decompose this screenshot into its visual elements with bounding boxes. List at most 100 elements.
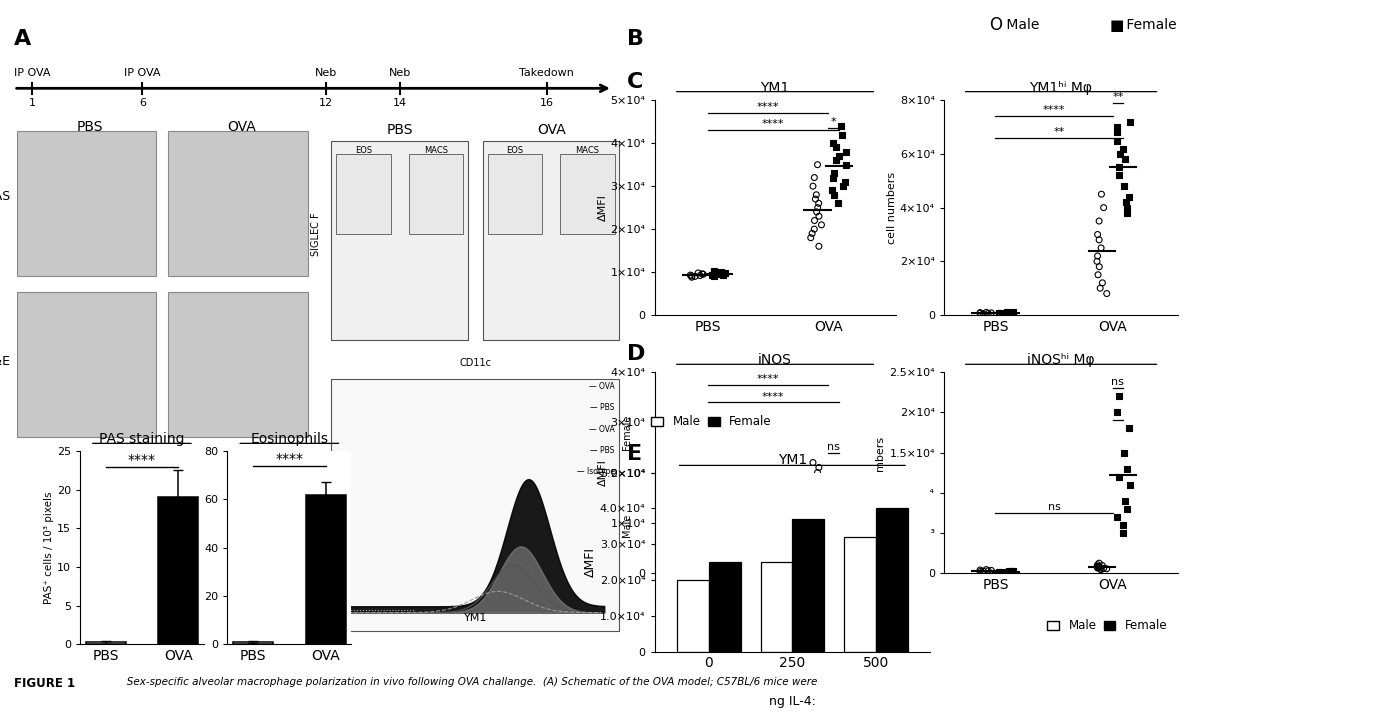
Point — [969, 564, 991, 576]
Point — [1119, 191, 1141, 203]
Text: ns: ns — [1112, 377, 1124, 387]
Point — [1112, 142, 1134, 154]
Point — [821, 504, 843, 516]
Point — [1087, 269, 1109, 281]
Point — [828, 490, 850, 501]
Point — [1108, 162, 1130, 173]
FancyBboxPatch shape — [488, 155, 542, 233]
Text: ****: **** — [128, 453, 156, 467]
Point — [1089, 282, 1111, 294]
Bar — [233, 642, 273, 644]
Point — [1096, 563, 1118, 574]
Point — [1096, 288, 1118, 299]
Point — [1108, 471, 1130, 483]
Text: *: * — [831, 117, 836, 127]
Point — [802, 180, 824, 192]
FancyBboxPatch shape — [331, 141, 467, 340]
Point — [969, 566, 991, 577]
Point — [689, 523, 711, 534]
Text: 16: 16 — [540, 98, 554, 108]
Point — [1119, 116, 1141, 127]
Title: YM1ʰⁱ Mφ: YM1ʰⁱ Mφ — [1029, 81, 1093, 95]
Point — [988, 307, 1010, 319]
Point — [1091, 560, 1113, 571]
Point — [976, 564, 998, 576]
Point — [712, 269, 734, 281]
Point — [831, 129, 853, 140]
Text: MACS: MACS — [576, 146, 599, 155]
Point — [1116, 463, 1138, 474]
Title: iNOSʰⁱ Mφ: iNOSʰⁱ Mφ — [1027, 353, 1096, 367]
Point — [1089, 562, 1111, 574]
Point — [801, 228, 823, 239]
Point — [1089, 234, 1111, 246]
Title: YM1: YM1 — [777, 453, 808, 468]
Point — [834, 484, 856, 495]
Point — [1000, 307, 1022, 319]
Point — [1108, 391, 1130, 402]
Text: PBS: PBS — [76, 120, 103, 133]
Point — [1107, 511, 1129, 523]
Point — [1002, 306, 1024, 318]
Point — [681, 518, 703, 529]
Point — [835, 502, 857, 513]
Point — [1087, 228, 1109, 240]
Point — [802, 474, 824, 485]
Text: — PBS: — PBS — [591, 445, 615, 455]
Text: PAS: PAS — [0, 190, 11, 203]
Point — [831, 512, 853, 523]
Text: — OVA: — OVA — [590, 382, 615, 391]
Point — [708, 268, 730, 280]
Point — [1090, 188, 1112, 200]
Point — [805, 193, 827, 205]
Bar — [792, 519, 824, 652]
Y-axis label: PAS⁺ cells / 10³ pixels: PAS⁺ cells / 10³ pixels — [44, 491, 54, 604]
Point — [703, 270, 725, 281]
Text: Female: Female — [623, 415, 633, 450]
Point — [1089, 558, 1111, 569]
Point — [996, 566, 1018, 577]
Point — [827, 198, 849, 209]
Point — [1086, 256, 1108, 267]
Point — [689, 270, 711, 281]
Legend: Male, Female: Male, Female — [646, 410, 776, 433]
Point — [825, 497, 847, 508]
Y-axis label: ΔMFI: ΔMFI — [584, 547, 597, 577]
Point — [806, 467, 828, 478]
Bar — [876, 508, 908, 652]
Point — [1090, 242, 1112, 253]
Bar — [761, 562, 792, 652]
Y-axis label: % of BAL: % of BAL — [189, 521, 201, 574]
Point — [834, 176, 856, 188]
Point — [679, 526, 701, 538]
Point — [683, 271, 706, 282]
Text: CD11c: CD11c — [459, 358, 492, 368]
Y-axis label: ΔMFI: ΔMFI — [598, 459, 608, 486]
Point — [828, 150, 850, 162]
Point — [1000, 566, 1022, 577]
Text: IP OVA: IP OVA — [124, 68, 161, 78]
Text: Sex-specific alveolar macrophage polarization in vivo following OVA challange.  : Sex-specific alveolar macrophage polariz… — [117, 677, 817, 687]
Point — [808, 484, 830, 495]
Point — [1112, 519, 1134, 531]
Point — [824, 142, 846, 153]
Point — [803, 487, 825, 498]
Point — [689, 519, 711, 531]
Point — [692, 520, 714, 531]
Text: 6: 6 — [139, 98, 146, 108]
Text: SIGLEC F: SIGLEC F — [311, 212, 321, 256]
Point — [969, 307, 991, 319]
Bar — [708, 562, 740, 652]
Text: OVA: OVA — [537, 122, 565, 137]
Point — [802, 457, 824, 468]
Text: D: D — [627, 344, 645, 364]
Text: ****: **** — [757, 102, 779, 112]
Text: E: E — [627, 444, 642, 464]
Point — [1119, 422, 1141, 434]
Text: *: * — [1115, 410, 1120, 420]
Y-axis label: cell numbers: cell numbers — [887, 172, 897, 243]
Point — [688, 267, 710, 279]
Text: OVA: OVA — [227, 120, 255, 133]
Point — [1089, 563, 1111, 575]
Point — [831, 120, 853, 132]
